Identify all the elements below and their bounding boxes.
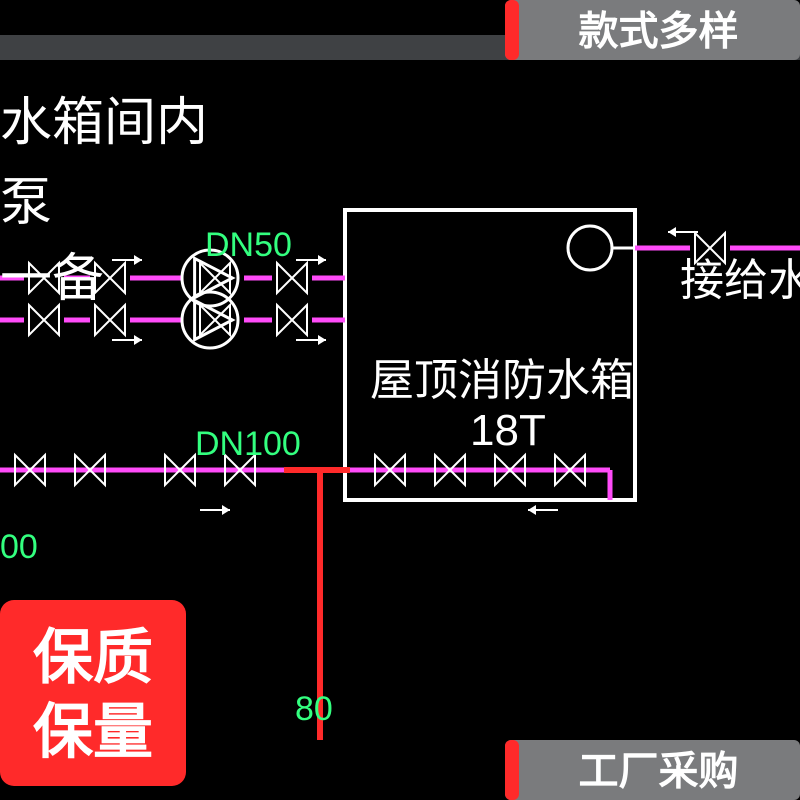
label-n00: 00 [0, 528, 38, 566]
label-n80: 80 [295, 690, 333, 728]
banner-botright: 工厂采购 [505, 740, 800, 800]
label-supply: 接给水 [680, 256, 800, 305]
label-tank1: 屋顶消防水箱 [370, 356, 634, 405]
label-dn50: DN50 [205, 226, 292, 264]
label-tank2: 18T [470, 406, 546, 455]
quality-badge-line2: 保量 [33, 699, 153, 766]
banner-botright-stripe [505, 740, 519, 800]
banner-topright-text: 款式多样 [579, 9, 739, 53]
label-backup: 一备 [0, 250, 104, 308]
label-pump: 泵 [0, 174, 52, 232]
label-room: 水箱间内 [0, 94, 208, 152]
banner-botright-text: 工厂采购 [579, 749, 739, 793]
label-dn100: DN100 [195, 425, 301, 463]
quality-badge-line1: 保质 [33, 624, 153, 691]
quality-badge: 保质保量 [0, 600, 186, 786]
banner-topright: 款式多样 [505, 0, 800, 60]
piping-diagram: 水箱间内泵一备屋顶消防水箱18T 接给水 DN50 DN100 00 80 款式多样工厂采购… [0, 0, 800, 800]
banner-topright-stripe [505, 0, 519, 60]
